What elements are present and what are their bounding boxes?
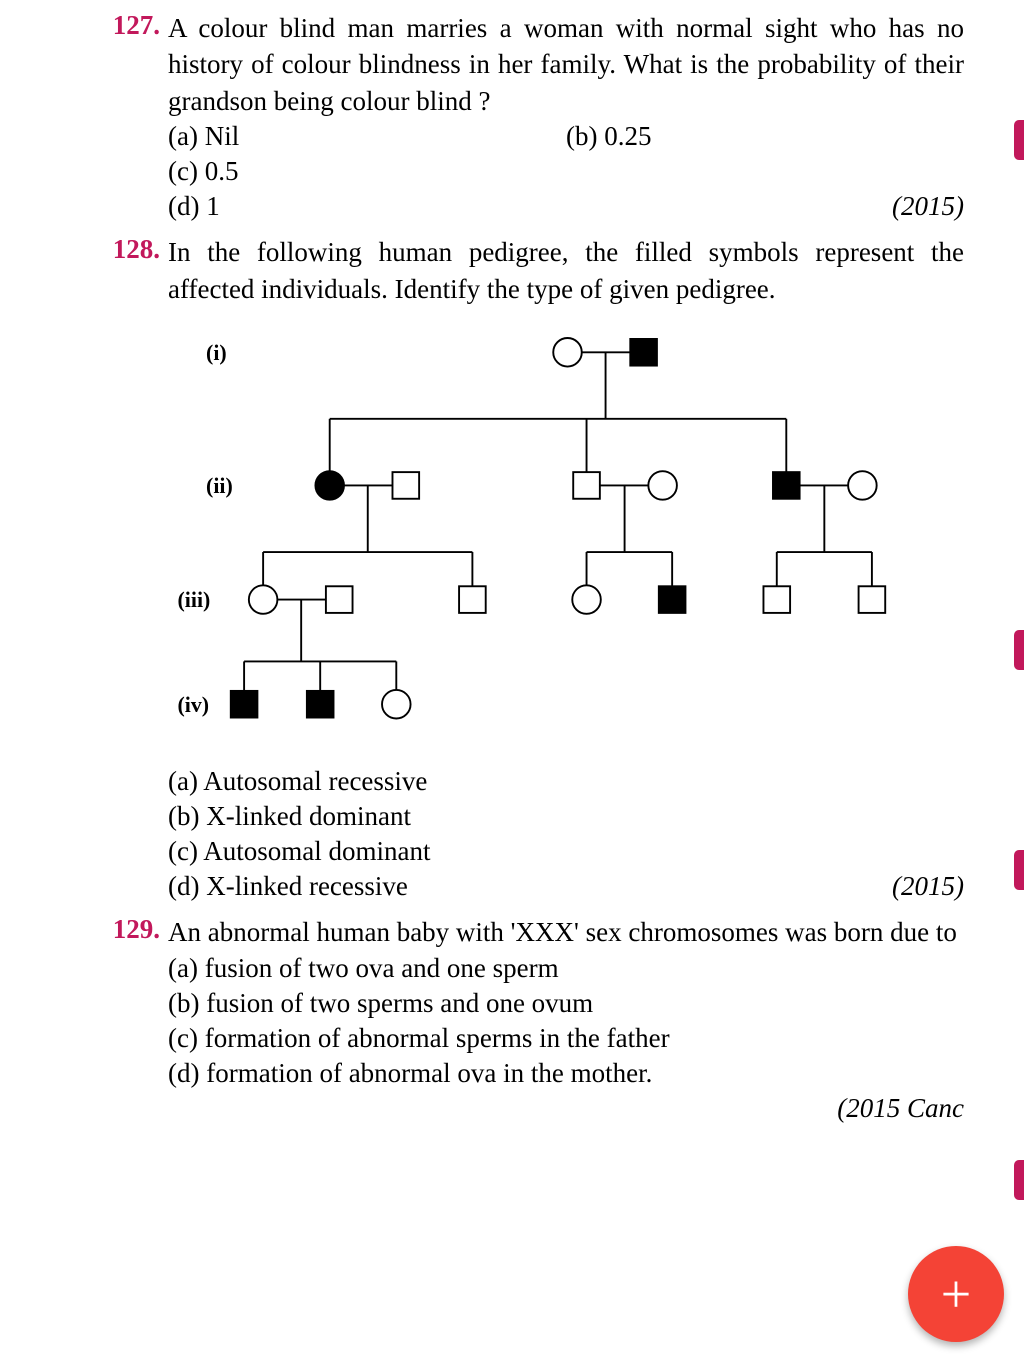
year-row: (2015 Canc [168, 1091, 964, 1126]
q-header: 129. An abnormal human baby with 'XXX' s… [100, 914, 964, 950]
options-127: (a) Nil (b) 0.25 (c) 0.5 (d) 1 (2015) [168, 119, 964, 224]
option-c: (c) formation of abnormal sperms in the … [168, 1021, 964, 1056]
option-d: (d) formation of abnormal ova in the mot… [168, 1056, 964, 1091]
plus-icon: + [941, 1267, 971, 1321]
q-header: 128. In the following human pedigree, th… [100, 234, 964, 307]
options-129: (a) fusion of two ova and one sperm (b) … [168, 951, 964, 1126]
edge-mark [1014, 630, 1024, 670]
option-a: (a) Autosomal recessive [168, 764, 964, 799]
question-number: 128. [100, 234, 168, 265]
pedigree-chart: (i) (ii) (iii) (iv) [168, 313, 964, 758]
option-d-row: (d) X-linked recessive (2015) [168, 869, 964, 904]
pedigree-svg: (i) (ii) (iii) (iv) [168, 313, 948, 753]
option-c: (c) Autosomal dominant [168, 834, 964, 869]
edge-mark [1014, 850, 1024, 890]
svg-text:(i): (i) [206, 341, 227, 365]
question-number: 127. [100, 10, 168, 41]
option-b: (b) fusion of two sperms and one ovum [168, 986, 964, 1021]
options-128: (a) Autosomal recessive (b) X-linked dom… [168, 764, 964, 904]
year-129: (2015 Canc [837, 1093, 964, 1123]
option-c: (c) 0.5 [168, 154, 566, 189]
year-127: (2015) [892, 191, 964, 222]
option-d: (d) X-linked recessive [168, 871, 408, 902]
option-b: (b) 0.25 [566, 119, 964, 154]
question-128: 128. In the following human pedigree, th… [100, 234, 964, 904]
question-127: 127. A colour blind man marries a woman … [100, 10, 964, 224]
option-a: (a) Nil [168, 119, 566, 154]
option-b: (b) X-linked dominant [168, 799, 964, 834]
year-128: (2015) [892, 871, 964, 902]
question-number: 129. [100, 914, 168, 945]
add-button[interactable]: + [908, 1246, 1004, 1342]
edge-mark [1014, 120, 1024, 160]
option-d: (d) 1 [168, 191, 220, 222]
option-a: (a) fusion of two ova and one sperm [168, 951, 964, 986]
question-text: A colour blind man marries a woman with … [168, 10, 964, 119]
question-text: An abnormal human baby with 'XXX' sex ch… [168, 914, 964, 950]
option-d-row: (d) 1 (2015) [168, 189, 964, 224]
svg-text:(iii): (iii) [178, 588, 211, 612]
svg-text:(ii): (ii) [206, 474, 233, 498]
question-text: In the following human pedigree, the fil… [168, 234, 964, 307]
q-header: 127. A colour blind man marries a woman … [100, 10, 964, 119]
question-129: 129. An abnormal human baby with 'XXX' s… [100, 914, 964, 1125]
edge-mark [1014, 1160, 1024, 1200]
svg-text:(iv): (iv) [178, 693, 210, 717]
